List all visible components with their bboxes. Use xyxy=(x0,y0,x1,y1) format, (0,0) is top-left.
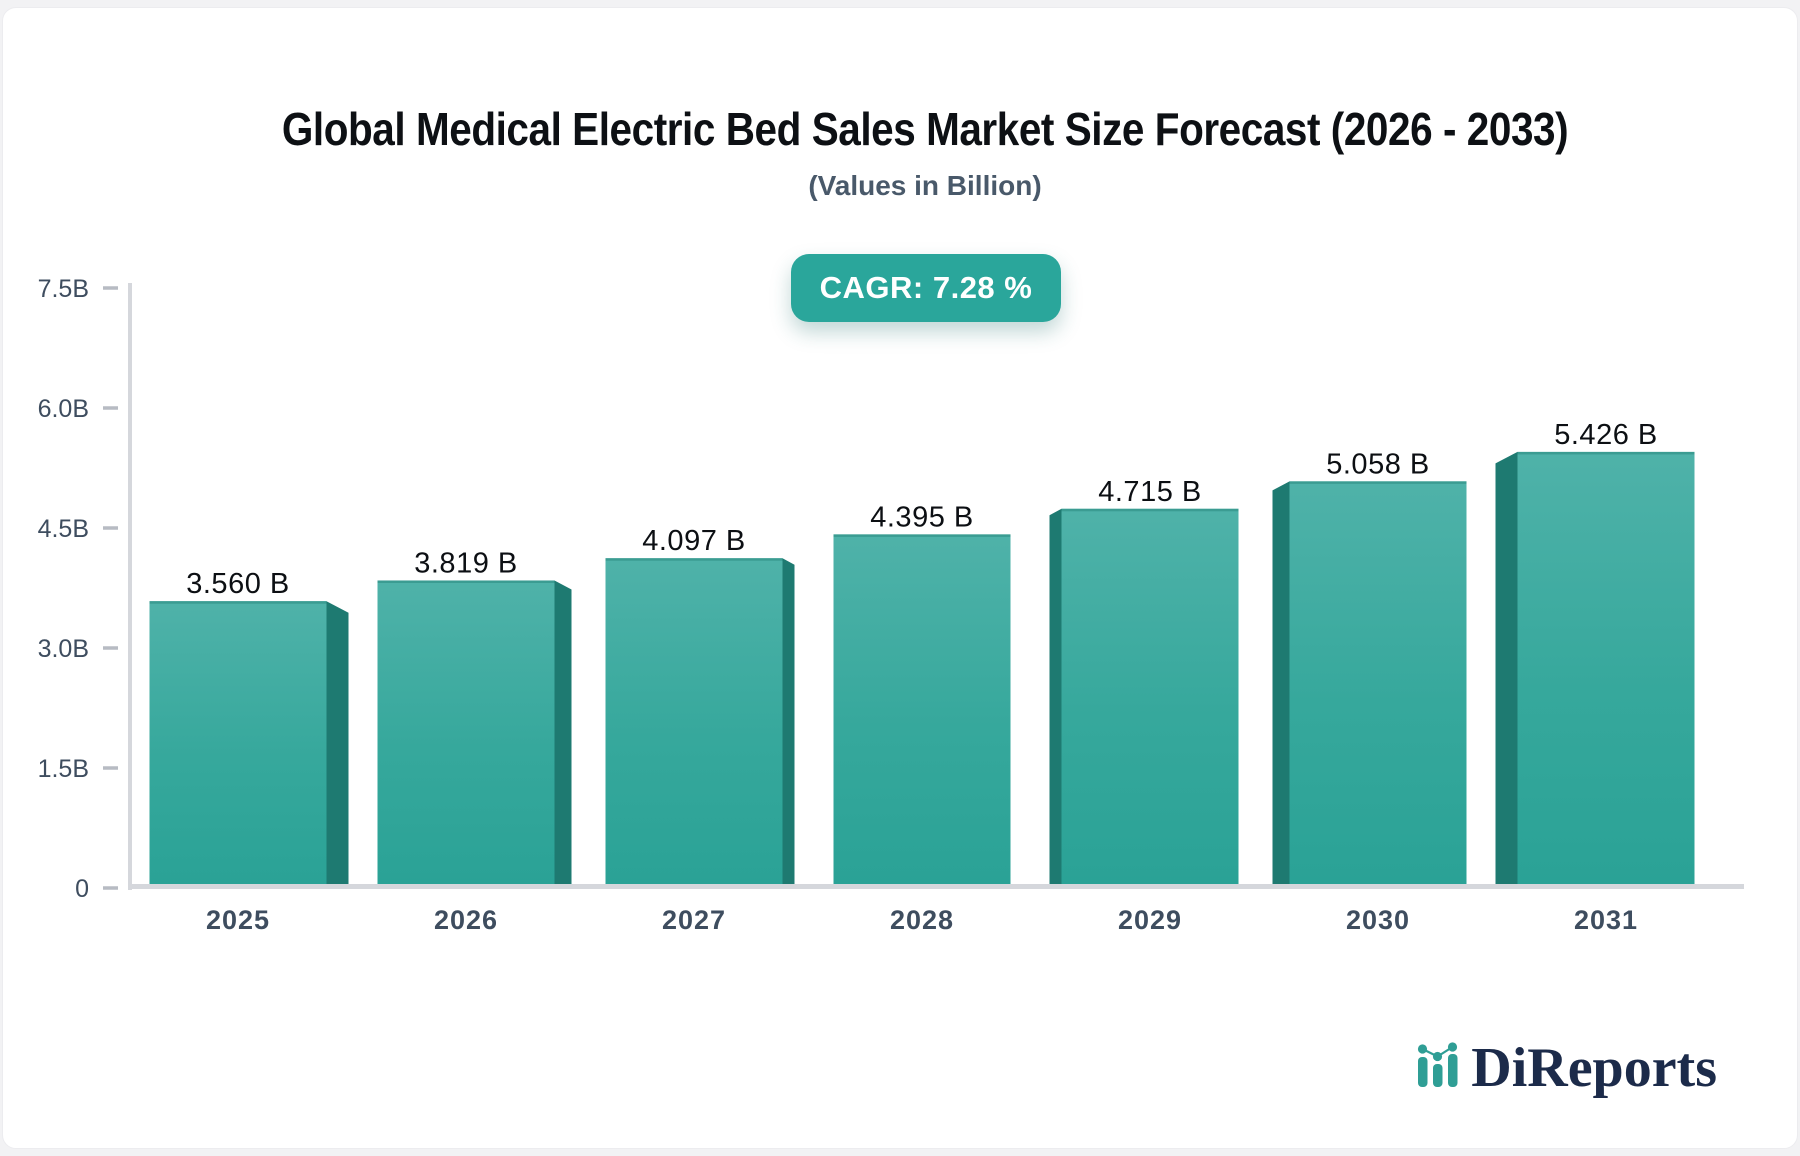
bar-value-label: 4.395 B xyxy=(870,501,973,533)
bar-face xyxy=(149,601,327,886)
logo-bar-chart-icon xyxy=(1418,1042,1458,1087)
y-tick-dash xyxy=(103,526,118,530)
y-tick-dash xyxy=(103,286,118,290)
bar-top-edge xyxy=(149,601,327,604)
bar-face xyxy=(833,534,1011,886)
bar-value-label: 5.058 B xyxy=(1326,448,1429,480)
bar-face xyxy=(1289,481,1467,886)
chart-subtitle: (Values in Billion) xyxy=(808,170,1042,201)
y-axis-line xyxy=(128,283,132,890)
bar-top-edge xyxy=(1289,481,1467,484)
bar-side xyxy=(554,580,572,886)
bar-side xyxy=(1272,481,1290,886)
y-axis-label: 4.5B xyxy=(38,515,89,543)
y-axis-label: 1.5B xyxy=(38,755,89,783)
bar-group-2031: 5.426 B 2031 xyxy=(1495,419,1695,935)
bar-side xyxy=(782,558,795,886)
cagr-badge-label: CAGR: 7.28 % xyxy=(819,270,1033,305)
cagr-badge: CAGR: 7.28 % xyxy=(791,254,1061,322)
y-axis-label: 6.0B xyxy=(38,395,89,423)
y-axis-label: 7.5B xyxy=(38,275,89,303)
x-axis-label: 2026 xyxy=(434,905,498,935)
bar-face xyxy=(605,558,783,886)
chart-title: Global Medical Electric Bed Sales Market… xyxy=(281,103,1569,155)
bar-top-edge xyxy=(605,558,783,561)
bar-face xyxy=(1061,508,1239,886)
logo-text: DiReports xyxy=(1471,1037,1717,1099)
y-tick-dash xyxy=(103,766,118,770)
x-axis-label: 2027 xyxy=(662,905,726,935)
bar-side xyxy=(326,601,349,886)
x-axis-label: 2031 xyxy=(1574,905,1638,935)
x-axis-label: 2029 xyxy=(1118,905,1182,935)
bar-side xyxy=(1495,451,1518,886)
y-axis-label: 0 xyxy=(75,875,89,903)
bar-top-edge xyxy=(1517,451,1695,455)
y-tick-dash xyxy=(103,886,118,890)
bar-group-2025: 3.560 B 2025 xyxy=(149,568,349,935)
y-axis-label: 3.0B xyxy=(38,635,89,663)
bar-value-label: 3.819 B xyxy=(414,547,517,579)
bar-value-label: 4.715 B xyxy=(1098,476,1201,508)
x-axis-label: 2028 xyxy=(890,905,954,935)
bar-face xyxy=(1517,451,1695,886)
bar-value-label: 4.097 B xyxy=(642,525,745,557)
bar-group-2029: 4.715 B 2029 xyxy=(1049,476,1239,935)
bar-group-2027: 4.097 B 2027 xyxy=(605,525,795,935)
bar-top-edge xyxy=(377,580,555,583)
bar-value-label: 3.560 B xyxy=(186,568,289,600)
y-tick-dash xyxy=(103,406,118,410)
bar-group-2026: 3.819 B 2026 xyxy=(377,547,572,935)
bar-top-edge xyxy=(1061,508,1239,512)
bar-value-label: 5.426 B xyxy=(1554,419,1657,451)
bar-group-2030: 5.058 B 2030 xyxy=(1272,448,1467,935)
bar-group-2028: 4.395 B 2028 xyxy=(833,501,1011,935)
x-axis-line xyxy=(128,884,1744,889)
x-axis-label: 2030 xyxy=(1346,905,1410,935)
bar-face xyxy=(377,580,555,886)
bar-top-edge xyxy=(833,534,1011,537)
bar-side xyxy=(1049,508,1062,886)
y-tick-dash xyxy=(103,646,118,650)
direports-logo: DiReports xyxy=(1416,1034,1717,1100)
x-axis-label: 2025 xyxy=(206,905,270,935)
